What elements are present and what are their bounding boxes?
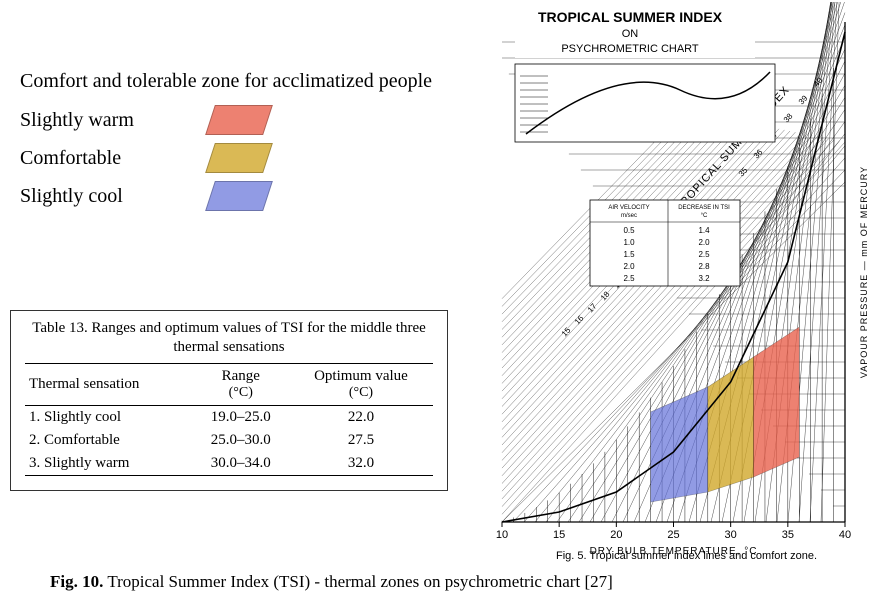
zone-slightly-warm bbox=[754, 327, 800, 477]
svg-text:39: 39 bbox=[797, 93, 810, 106]
table-row: 2. Comfortable25.0–30.027.5 bbox=[25, 429, 433, 452]
legend-item: Slightly warm bbox=[20, 105, 440, 135]
table-row: 3. Slightly warm30.0–34.032.0 bbox=[25, 452, 433, 476]
svg-text:2.0: 2.0 bbox=[698, 238, 710, 247]
table-cell: 22.0 bbox=[289, 405, 433, 429]
legend-title: Comfort and tolerable zone for acclimati… bbox=[20, 68, 440, 95]
svg-text:ON: ON bbox=[622, 28, 639, 40]
svg-text:35: 35 bbox=[737, 165, 750, 178]
svg-text:2.5: 2.5 bbox=[623, 274, 635, 283]
svg-text:m/sec: m/sec bbox=[621, 213, 637, 219]
legend-item: Slightly cool bbox=[20, 181, 440, 211]
svg-text:15: 15 bbox=[560, 325, 573, 338]
table-caption: Table 13. Ranges and optimum values of T… bbox=[25, 319, 433, 357]
table-cell: 1. Slightly cool bbox=[25, 405, 193, 429]
legend-swatch bbox=[205, 105, 273, 135]
svg-text:3.2: 3.2 bbox=[698, 274, 710, 283]
svg-text:25: 25 bbox=[667, 529, 679, 541]
psychrometric-chart: 10152025303540DRY BULB TEMPERATURE, °CVA… bbox=[470, 2, 875, 557]
svg-text:0.5: 0.5 bbox=[623, 226, 635, 235]
svg-text:2.5: 2.5 bbox=[698, 250, 710, 259]
legend-swatch bbox=[205, 181, 273, 211]
table-cell: 3. Slightly warm bbox=[25, 452, 193, 476]
svg-text:1.0: 1.0 bbox=[623, 238, 635, 247]
figure-caption-text: Tropical Summer Index (TSI) - thermal zo… bbox=[107, 572, 612, 591]
legend-swatch bbox=[205, 143, 273, 173]
svg-text:2.8: 2.8 bbox=[698, 262, 710, 271]
table-header: Optimum value(°C) bbox=[289, 363, 433, 405]
legend-item: Comfortable bbox=[20, 143, 440, 173]
svg-text:38: 38 bbox=[782, 111, 795, 124]
svg-text:40: 40 bbox=[839, 529, 851, 541]
svg-text:1.4: 1.4 bbox=[698, 226, 710, 235]
table-cell: 25.0–30.0 bbox=[193, 429, 289, 452]
legend-label: Slightly cool bbox=[20, 185, 210, 208]
svg-text:15: 15 bbox=[553, 529, 565, 541]
svg-text:30: 30 bbox=[725, 529, 737, 541]
svg-text:PSYCHROMETRIC CHART: PSYCHROMETRIC CHART bbox=[561, 43, 699, 55]
svg-text:40: 40 bbox=[812, 75, 825, 88]
tsi-table: Table 13. Ranges and optimum values of T… bbox=[10, 310, 448, 491]
table-cell: 19.0–25.0 bbox=[193, 405, 289, 429]
table-cell: 2. Comfortable bbox=[25, 429, 193, 452]
svg-text:20: 20 bbox=[610, 529, 622, 541]
figure-caption-bold: Fig. 10. bbox=[50, 572, 103, 591]
table-row: 1. Slightly cool19.0–25.022.0 bbox=[25, 405, 433, 429]
table-cell: 32.0 bbox=[289, 452, 433, 476]
svg-text:VAPOUR PRESSURE — mm OF MERCUR: VAPOUR PRESSURE — mm OF MERCURY bbox=[859, 166, 869, 378]
zone-comfortable bbox=[708, 357, 754, 492]
table-cell: 30.0–34.0 bbox=[193, 452, 289, 476]
svg-text:°C: °C bbox=[701, 213, 708, 219]
svg-text:AIR VELOCITY: AIR VELOCITY bbox=[608, 205, 649, 211]
data-table: Thermal sensationRange(°C)Optimum value(… bbox=[25, 363, 433, 476]
legend-label: Comfortable bbox=[20, 147, 210, 170]
svg-text:2.0: 2.0 bbox=[623, 262, 635, 271]
svg-text:10: 10 bbox=[496, 529, 508, 541]
table-header: Thermal sensation bbox=[25, 363, 193, 405]
legend-block: Comfort and tolerable zone for acclimati… bbox=[20, 68, 440, 219]
svg-text:16: 16 bbox=[573, 313, 586, 326]
svg-text:17: 17 bbox=[586, 301, 599, 314]
table-header: Range(°C) bbox=[193, 363, 289, 405]
figure-caption: Fig. 10. Tropical Summer Index (TSI) - t… bbox=[50, 572, 613, 592]
svg-text:1.5: 1.5 bbox=[623, 250, 635, 259]
chart-subcaption: Fig. 5. Tropical summer index lines and … bbox=[556, 550, 817, 562]
svg-text:DECREASE IN TSI: DECREASE IN TSI bbox=[678, 205, 730, 211]
table-cell: 27.5 bbox=[289, 429, 433, 452]
svg-text:35: 35 bbox=[782, 529, 794, 541]
svg-text:18: 18 bbox=[599, 289, 612, 302]
legend-label: Slightly warm bbox=[20, 109, 210, 132]
svg-text:TROPICAL SUMMER INDEX: TROPICAL SUMMER INDEX bbox=[538, 9, 723, 25]
